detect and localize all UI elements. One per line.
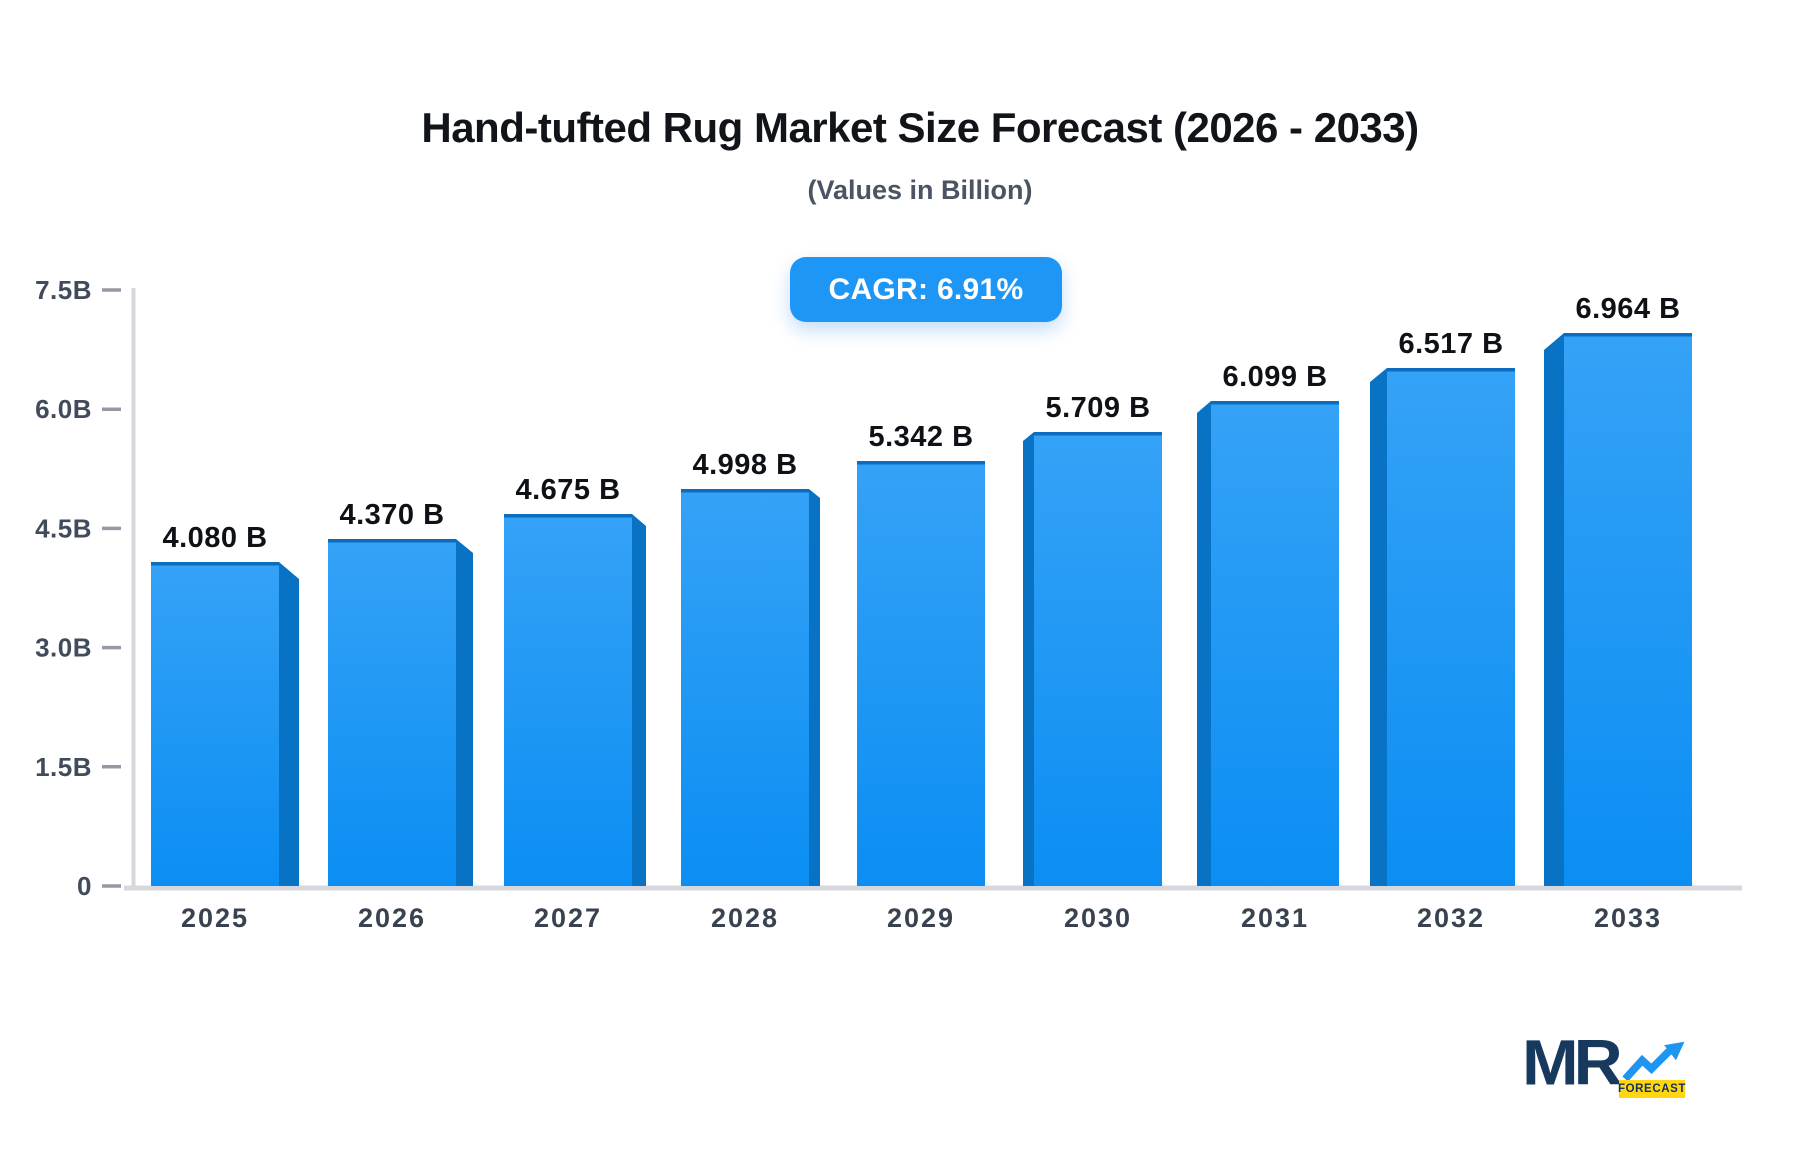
y-axis-tick-label: 7.5B [35,275,92,305]
y-axis-tick-label: 1.5B [35,752,92,782]
x-axis-label: 2028 [711,903,779,933]
bar-value-label: 6.964 B [1575,293,1680,325]
y-axis-tick-label: 0 [77,871,92,901]
bar-group-2032: 6.517 B 2032 [1370,328,1515,933]
bar [1564,333,1692,886]
bar-top-edge [328,539,456,543]
bar [1034,432,1162,886]
logo: MR FORECAST [1522,1027,1697,1106]
bar-top-edge [151,562,279,566]
bar-group-2030: 5.709 B 2030 [1023,392,1162,933]
bar-side-face [279,562,299,886]
x-axis-label: 2025 [181,903,249,933]
bar-side-face [1023,432,1034,886]
y-axis-tick-label: 4.5B [35,513,92,543]
bar-side-face [456,539,473,886]
bar-group-2031: 6.099 B 2031 [1197,361,1339,933]
bar-top-edge [857,461,985,465]
cagr-badge-label: CAGR: 6.91% [828,272,1024,306]
bar [504,514,632,886]
bar-top-edge [1211,401,1339,405]
logo-brand-text: MR [1522,1026,1623,1099]
bar-value-label: 5.342 B [868,421,973,453]
bar-group-2027: 4.675 B 2027 [504,474,646,933]
bar-value-label: 6.517 B [1398,328,1503,360]
bar-group-2033: 6.964 B 2033 [1544,293,1692,933]
bar-value-label: 4.675 B [515,474,620,506]
x-axis-label: 2029 [887,903,955,933]
bar [1387,368,1515,886]
x-axis-label: 2031 [1241,903,1309,933]
page-subtitle: (Values in Billion) [807,175,1033,205]
bar [857,461,985,886]
bar-value-label: 4.998 B [692,449,797,481]
bar-value-label: 5.709 B [1045,392,1150,424]
x-axis-label: 2026 [358,903,426,933]
bar-top-edge [1564,333,1692,337]
bar [328,539,456,886]
cagr-badge: CAGR: 6.91% [790,257,1062,322]
bar-top-edge [1387,368,1515,372]
bar-group-2028: 4.998 B 2028 [681,449,820,933]
y-axis-tick-label: 3.0B [35,633,92,663]
bar-group-2026: 4.370 B 2026 [328,499,473,933]
x-axis-label: 2032 [1417,903,1485,933]
x-axis-label: 2027 [534,903,602,933]
y-axis-tick-label: 6.0B [35,394,92,424]
bar-side-face [632,514,646,886]
bar-value-label: 6.099 B [1222,361,1327,393]
x-axis-label: 2030 [1064,903,1132,933]
bar-side-face [1370,368,1387,886]
bar [1211,401,1339,886]
bar-value-label: 4.370 B [339,499,444,531]
x-axis-label: 2033 [1594,903,1662,933]
bar-side-face [1544,333,1564,886]
logo-forecast-label: FORECAST [1618,1080,1685,1098]
bar-top-edge [1034,432,1162,436]
bar-group-2025: 4.080 B 2025 [151,522,299,933]
bar-group-2029: 5.342 B 2029 [857,421,985,933]
bar-value-label: 4.080 B [162,522,267,554]
bar-top-edge [681,489,809,493]
bar-top-edge [504,514,632,518]
bar [151,562,279,886]
bar-side-face [1197,401,1211,886]
bar [681,489,809,886]
bar-side-face [809,489,820,886]
page-title: Hand-tufted Rug Market Size Forecast (20… [421,104,1419,151]
growth-arrow-icon [1622,1041,1685,1082]
